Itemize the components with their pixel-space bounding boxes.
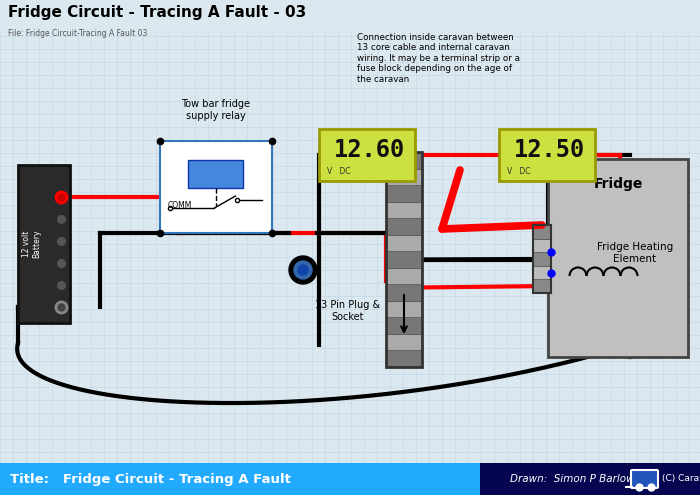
Text: (C) CaravanChronicles.com: (C) CaravanChronicles.com <box>662 475 700 484</box>
Text: COMM: COMM <box>168 200 193 209</box>
Bar <box>386 268 422 284</box>
Text: 12.50: 12.50 <box>513 138 584 162</box>
Text: Title:   Fridge Circuit - Tracing A Fault: Title: Fridge Circuit - Tracing A Fault <box>10 473 291 486</box>
Text: Drawn:  Simon P Barlow: Drawn: Simon P Barlow <box>510 474 635 484</box>
Bar <box>386 185 422 201</box>
Text: 12.60: 12.60 <box>333 138 405 162</box>
Bar <box>533 279 551 293</box>
Bar <box>533 225 551 239</box>
Bar <box>386 201 422 218</box>
Text: File: Fridge Circuit-Tracing A Fault 03: File: Fridge Circuit-Tracing A Fault 03 <box>8 29 148 38</box>
Text: V   DC: V DC <box>327 167 351 177</box>
Bar <box>386 317 422 334</box>
Bar <box>499 129 595 181</box>
Text: V   DC: V DC <box>507 167 531 177</box>
Bar <box>533 266 551 279</box>
Bar <box>533 239 551 252</box>
Text: Tow bar fridge
supply relay: Tow bar fridge supply relay <box>181 99 251 121</box>
Bar <box>386 235 422 251</box>
Bar <box>386 350 422 367</box>
Bar <box>533 225 551 293</box>
Text: 13 Pin Plug &
Socket: 13 Pin Plug & Socket <box>316 300 381 322</box>
Bar <box>386 284 422 301</box>
Text: Fridge: Fridge <box>594 177 643 191</box>
Bar <box>386 168 422 185</box>
Bar <box>533 252 551 266</box>
Text: 12 volt
Battery: 12 volt Battery <box>22 230 42 258</box>
Bar <box>386 301 422 317</box>
Circle shape <box>298 265 308 275</box>
Text: Connection inside caravan between
13 core cable and internal caravan
wiring. It : Connection inside caravan between 13 cor… <box>357 33 520 84</box>
Bar <box>160 141 272 233</box>
Bar <box>0 463 480 495</box>
Bar <box>548 159 688 357</box>
Bar <box>386 152 422 168</box>
Circle shape <box>294 261 312 279</box>
Bar <box>188 160 243 188</box>
Bar <box>18 165 70 323</box>
FancyBboxPatch shape <box>631 470 658 488</box>
Bar <box>386 152 422 367</box>
Text: Fridge Circuit - Tracing A Fault - 03: Fridge Circuit - Tracing A Fault - 03 <box>8 5 307 20</box>
Text: Fridge Heating
Element: Fridge Heating Element <box>596 242 673 264</box>
Bar <box>386 251 422 268</box>
Bar <box>386 334 422 350</box>
Bar <box>386 218 422 235</box>
Circle shape <box>289 256 317 284</box>
Bar <box>319 129 415 181</box>
Bar <box>480 463 700 495</box>
